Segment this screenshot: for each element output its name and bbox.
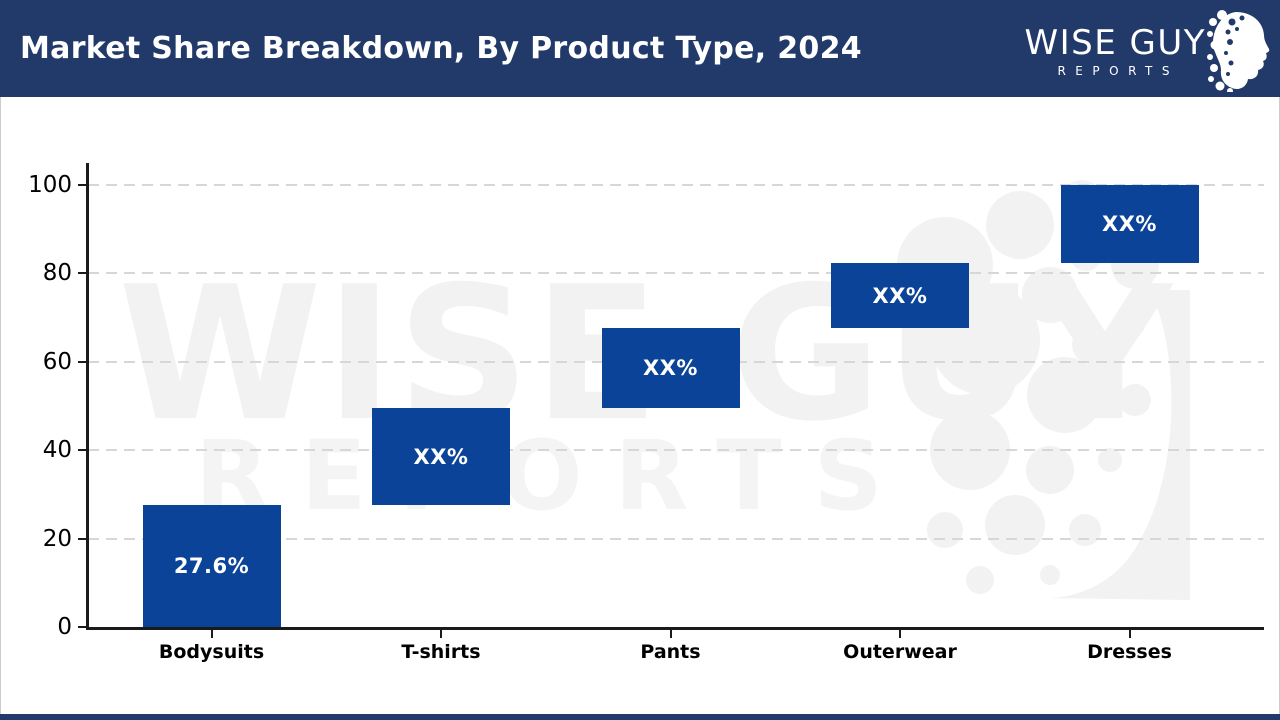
y-tick-label: 0 xyxy=(57,614,72,640)
x-tick xyxy=(440,630,442,638)
gridline-y40 xyxy=(88,449,1264,452)
x-tick-label-bodysuits: Bodysuits xyxy=(158,641,265,663)
bar-dresses: XX% xyxy=(1060,185,1199,264)
y-tick-label: 80 xyxy=(42,260,72,287)
bar-value-label: XX% xyxy=(413,444,469,469)
head-profile-icon xyxy=(1206,8,1270,96)
gridline-y20 xyxy=(88,537,1264,540)
x-tick xyxy=(669,630,672,638)
bar-bodysuits: 27.6% xyxy=(142,505,281,627)
bar-value-label: XX% xyxy=(872,283,928,308)
gridline-y80 xyxy=(88,272,1264,275)
footer-band xyxy=(0,714,1280,720)
y-tick xyxy=(78,184,88,186)
x-tick-label-pants: Pants xyxy=(640,641,701,663)
gridline-y100 xyxy=(88,184,1264,186)
bar-value-label: 27.6% xyxy=(173,553,250,578)
y-tick-label: 100 xyxy=(28,172,72,198)
y-tick xyxy=(78,449,88,452)
bar-value-label: XX% xyxy=(1102,212,1157,237)
watermark-subtitle: REPORTS xyxy=(195,420,915,532)
x-tick-label-outerwear: Outerwear xyxy=(843,641,957,663)
x-tick xyxy=(899,630,901,638)
x-tick xyxy=(210,630,213,638)
y-tick xyxy=(78,360,88,363)
logo-wordmark: WISE GUY xyxy=(1024,23,1206,64)
x-axis-line xyxy=(86,627,1264,630)
y-tick xyxy=(78,537,88,540)
bar-value-label: XX% xyxy=(643,356,698,381)
chart-title: Market Share Breakdown, By Product Type,… xyxy=(20,31,862,66)
y-tick xyxy=(78,272,88,275)
x-tick-label-dresses: Dresses xyxy=(1087,641,1172,663)
y-tick-label: 60 xyxy=(42,348,72,375)
logo-subtitle: REPORTS xyxy=(1057,63,1179,78)
bar-t-shirts: XX% xyxy=(372,408,510,505)
logo-text: WISE GUY REPORTS xyxy=(1024,23,1206,78)
x-tick xyxy=(1128,630,1131,638)
y-tick-label: 20 xyxy=(42,525,72,552)
wise-guy-reports-logo: WISE GUY REPORTS xyxy=(1024,8,1270,96)
y-tick-label: 40 xyxy=(42,437,72,464)
y-tick xyxy=(78,626,88,628)
y-axis-line xyxy=(86,163,89,629)
bar-pants: XX% xyxy=(601,328,740,409)
x-tick-label-t-shirts: T-shirts xyxy=(401,641,481,663)
header-band: Market Share Breakdown, By Product Type,… xyxy=(0,0,1280,97)
bar-outerwear: XX% xyxy=(831,263,969,329)
